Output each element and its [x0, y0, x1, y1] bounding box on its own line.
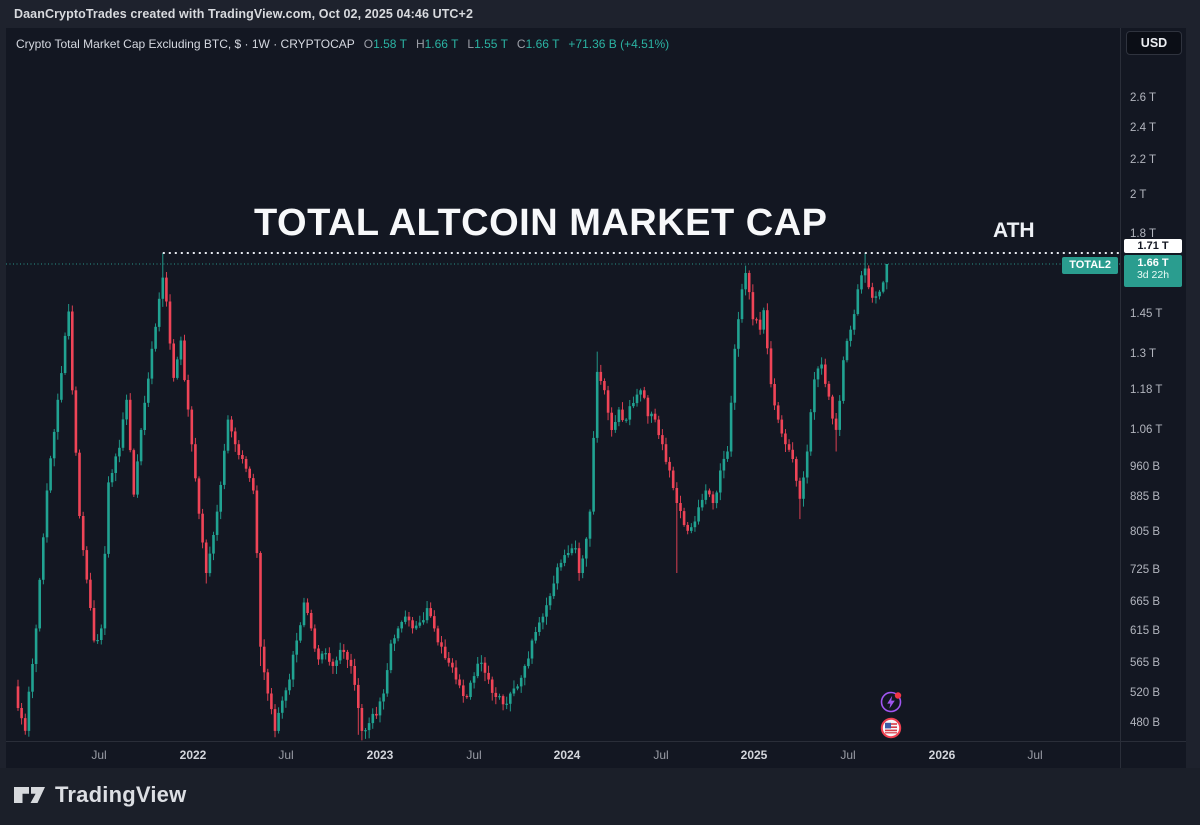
attribution-text: DaanCryptoTrades created with TradingVie…	[14, 7, 474, 21]
chart-widget: TOTAL ALTCOIN MARKET CAP ATH TOTAL2	[6, 28, 1186, 769]
symbol-title[interactable]: Crypto Total Market Cap Excluding BTC, $…	[16, 37, 355, 51]
high-value: 1.66 T	[424, 37, 459, 51]
current-price-badge: 1.66 T 3d 22h	[1124, 255, 1182, 287]
tradingview-logo[interactable]: TradingView	[14, 782, 186, 808]
high-label: H	[415, 37, 425, 51]
price-tick-label: 960 B	[1130, 461, 1161, 473]
price-tick-label: 2.2 T	[1130, 154, 1156, 166]
tradingview-logo-mark	[14, 787, 45, 803]
time-tick-month: Jul	[91, 748, 107, 762]
price-tick-label: 1.06 T	[1130, 424, 1163, 436]
price-tick-label: 615 B	[1130, 625, 1161, 637]
chart-title-watermark: TOTAL ALTCOIN MARKET CAP	[254, 202, 828, 244]
open-value: 1.58 T	[373, 37, 407, 51]
idea-flash-marker-icon[interactable]	[880, 691, 902, 713]
price-tick-label: 1.18 T	[1130, 384, 1163, 396]
chart-pane[interactable]: TOTAL ALTCOIN MARKET CAP ATH TOTAL2	[6, 28, 1120, 741]
time-tick-month: Jul	[278, 748, 294, 762]
change-value: +71.36 B (+4.51%)	[568, 37, 670, 51]
price-tick-label: 665 B	[1130, 596, 1161, 608]
time-tick-year: 2025	[740, 748, 768, 762]
open-label: O	[363, 37, 374, 51]
price-tick-label: 480 B	[1130, 717, 1161, 729]
us-economic-event-flag-icon[interactable]	[880, 717, 902, 739]
price-tick-label: 520 B	[1130, 687, 1161, 699]
time-tick-year: 2026	[928, 748, 956, 762]
price-axis[interactable]: USD 2.6 T 2.4 T 2.2 T 2 T 1.8 T 1.45 T 1.3 T 1.…	[1120, 28, 1186, 741]
right-filler-strip	[1186, 28, 1200, 768]
price-tick-label: 2 T	[1130, 189, 1147, 201]
price-tick-label: 2.4 T	[1130, 122, 1156, 134]
time-tick-month: Jul	[1027, 748, 1043, 762]
ath-label: ATH	[993, 219, 1035, 242]
current-price-value: 1.66 T	[1137, 257, 1169, 269]
time-tick-month: Jul	[840, 748, 856, 762]
close-value: 1.66 T	[525, 37, 560, 51]
symbol-legend[interactable]: Crypto Total Market Cap Excluding BTC, $…	[16, 35, 669, 53]
time-tick-year: 2022	[179, 748, 207, 762]
candles-layer	[16, 253, 889, 741]
time-axis[interactable]: Jul 2022 Jul 2023 Jul 2024 Jul 2025 Jul 2026 Jul	[6, 741, 1186, 769]
axis-corner-separator	[1120, 742, 1121, 769]
low-label: L	[467, 37, 475, 51]
time-tick-year: 2023	[366, 748, 394, 762]
time-tick-year: 2024	[553, 748, 581, 762]
low-value: 1.55 T	[474, 37, 508, 51]
price-tick-label: 885 B	[1130, 491, 1161, 503]
currency-usd-button[interactable]: USD	[1126, 31, 1182, 55]
price-tick-label: 1.3 T	[1130, 348, 1156, 360]
bar-close-countdown: 3d 22h	[1136, 269, 1170, 281]
attribution-bar: DaanCryptoTrades created with TradingVie…	[0, 0, 1200, 28]
tradingview-wordmark: TradingView	[55, 782, 187, 807]
symbol-price-label-badge: TOTAL2	[1062, 257, 1118, 274]
price-tick-label: 565 B	[1130, 657, 1161, 669]
time-tick-month: Jul	[653, 748, 669, 762]
close-label: C	[516, 37, 526, 51]
price-tick-label: 725 B	[1130, 564, 1161, 576]
price-tick-label: 1.8 T	[1130, 228, 1156, 240]
price-tick-label: 1.45 T	[1130, 308, 1163, 320]
price-tick-label: 2.6 T	[1130, 92, 1156, 104]
bottom-logo-bar: TradingView	[0, 768, 1200, 825]
time-tick-month: Jul	[466, 748, 482, 762]
candlestick-chart[interactable]	[6, 28, 1120, 741]
price-tick-label: 805 B	[1130, 526, 1161, 538]
ath-price-badge: 1.71 T	[1124, 239, 1182, 253]
